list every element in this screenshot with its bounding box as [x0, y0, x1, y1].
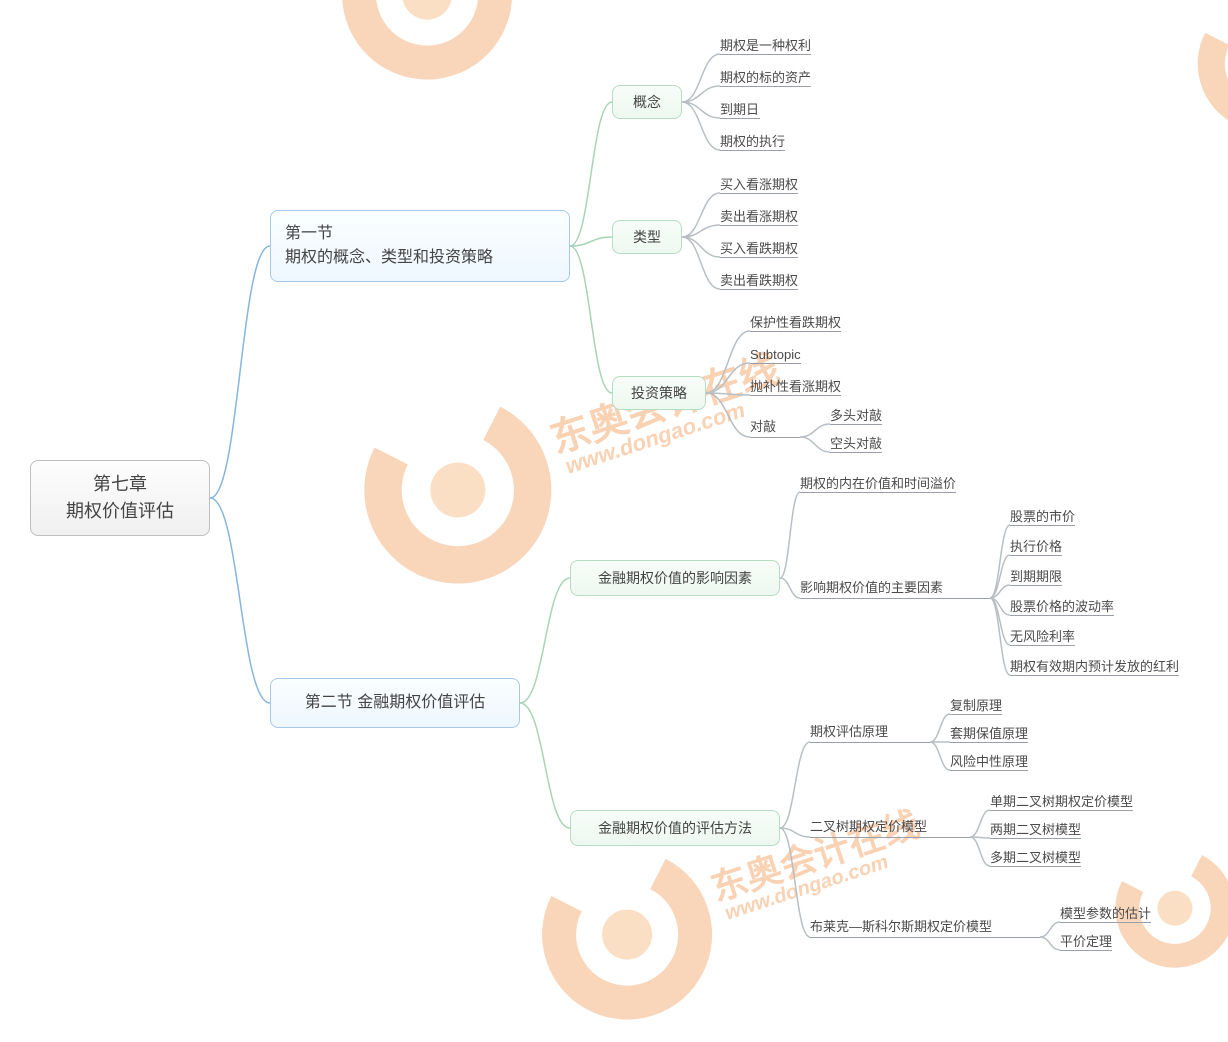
leaf-underline — [1010, 525, 1075, 526]
leaf-underline — [810, 837, 970, 838]
sub-node-s1b[interactable]: 类型 — [612, 220, 682, 254]
leaf-underline — [1060, 950, 1112, 951]
leaf-underline — [950, 770, 1028, 771]
leaf-underline — [830, 424, 882, 425]
leaf-underline — [1010, 675, 1179, 676]
leaf-underline — [1060, 922, 1151, 923]
leaf-underline — [750, 437, 800, 438]
sub2-node-s2b1[interactable]: 期权评估原理 — [810, 720, 930, 744]
sub2-node-s2b3[interactable]: 布莱克—斯科尔斯期权定价模型 — [810, 915, 1040, 939]
leaf-underline — [950, 714, 1002, 715]
leaf-underline — [1010, 555, 1062, 556]
leaf-underline — [1010, 615, 1114, 616]
leaf-underline — [720, 289, 798, 290]
sub-node-s2a[interactable]: 金融期权价值的影响因素 — [570, 560, 780, 596]
leaf-underline — [1010, 645, 1075, 646]
leaf-underline — [950, 742, 1028, 743]
sub-node-s1a[interactable]: 概念 — [612, 85, 682, 119]
sub2-node-s1c4[interactable]: 对敲 — [750, 415, 800, 439]
leaf-underline — [750, 395, 841, 396]
section-node-s1[interactable]: 第一节 期权的概念、类型和投资策略 — [270, 210, 570, 282]
leaf-underline — [990, 810, 1133, 811]
leaf-underline — [720, 54, 811, 55]
leaf-underline — [720, 86, 811, 87]
leaf-underline — [720, 150, 785, 151]
leaf-underline — [990, 838, 1081, 839]
sub-node-s2b[interactable]: 金融期权价值的评估方法 — [570, 810, 780, 846]
leaf-underline — [810, 937, 1040, 938]
leaf-underline — [720, 193, 798, 194]
leaf-underline — [810, 742, 930, 743]
section-node-s2[interactable]: 第二节 金融期权价值评估 — [270, 678, 520, 728]
leaf-underline — [720, 225, 798, 226]
leaf-underline — [990, 866, 1081, 867]
leaf-underline — [800, 598, 990, 599]
leaf-underline — [830, 452, 882, 453]
leaf-underline — [720, 118, 760, 119]
leaf-underline — [750, 331, 841, 332]
sub-node-s1c[interactable]: 投资策略 — [612, 376, 706, 410]
leaf-underline — [720, 257, 798, 258]
leaf-underline — [1010, 585, 1062, 586]
sub2-node-s2a2[interactable]: 影响期权价值的主要因素 — [800, 576, 990, 600]
leaf-underline — [750, 363, 801, 364]
sub2-node-s2b2[interactable]: 二叉树期权定价模型 — [810, 815, 970, 839]
leaf-underline — [800, 492, 956, 493]
root-node[interactable]: 第七章 期权价值评估 — [30, 460, 210, 536]
